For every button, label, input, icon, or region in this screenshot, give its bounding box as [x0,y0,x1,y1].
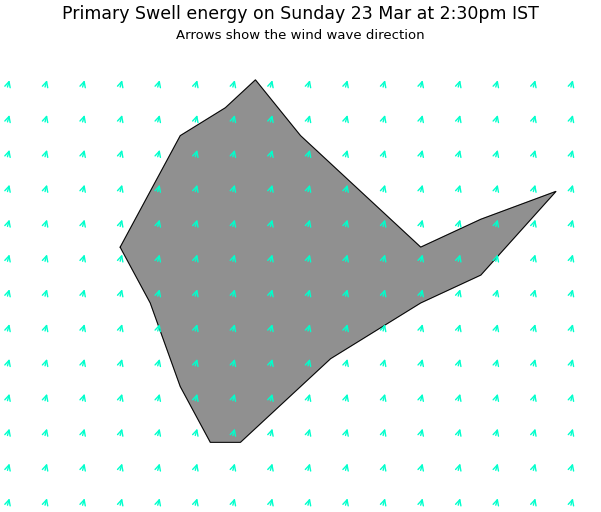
Text: Arrows show the wind wave direction: Arrows show the wind wave direction [176,29,425,41]
Text: Primary Swell energy on Sunday 23 Mar at 2:30pm IST: Primary Swell energy on Sunday 23 Mar at… [62,5,539,23]
Polygon shape [120,80,556,442]
